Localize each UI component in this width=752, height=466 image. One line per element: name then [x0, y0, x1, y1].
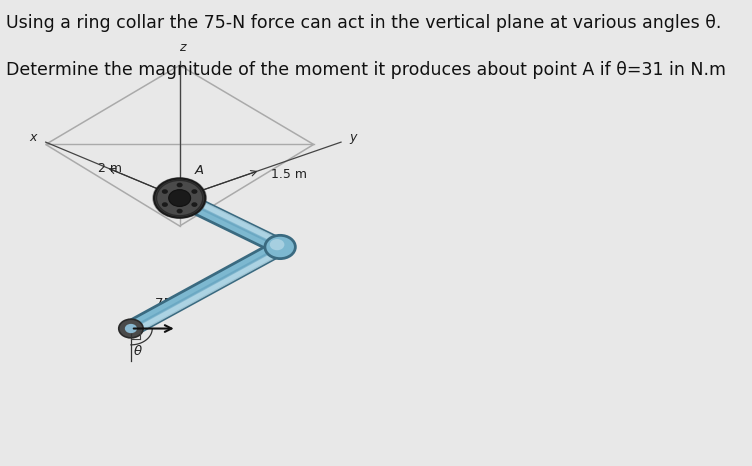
Circle shape [119, 319, 143, 338]
Text: 75 N: 75 N [155, 297, 186, 310]
Text: z: z [180, 41, 186, 54]
Text: 1.5 m: 1.5 m [271, 168, 307, 180]
Text: x: x [30, 131, 37, 144]
Text: 2 m: 2 m [99, 162, 123, 175]
Text: y: y [350, 131, 357, 144]
Circle shape [191, 202, 198, 207]
Text: Determine the magnitude of the moment it produces about point A if θ=31 in N.m: Determine the magnitude of the moment it… [6, 61, 726, 79]
Circle shape [156, 180, 203, 216]
Circle shape [191, 189, 198, 194]
Text: Using a ring collar the 75-N force can act in the vertical plane at various angl: Using a ring collar the 75-N force can a… [6, 14, 721, 32]
Circle shape [162, 189, 168, 194]
Circle shape [162, 202, 168, 207]
Circle shape [177, 209, 183, 213]
Circle shape [125, 324, 137, 333]
Circle shape [168, 190, 190, 206]
Circle shape [270, 239, 284, 250]
Text: θ: θ [134, 345, 142, 358]
Circle shape [265, 235, 296, 259]
Circle shape [177, 183, 183, 187]
Text: A: A [195, 164, 204, 177]
Circle shape [154, 178, 205, 218]
Circle shape [152, 177, 207, 219]
